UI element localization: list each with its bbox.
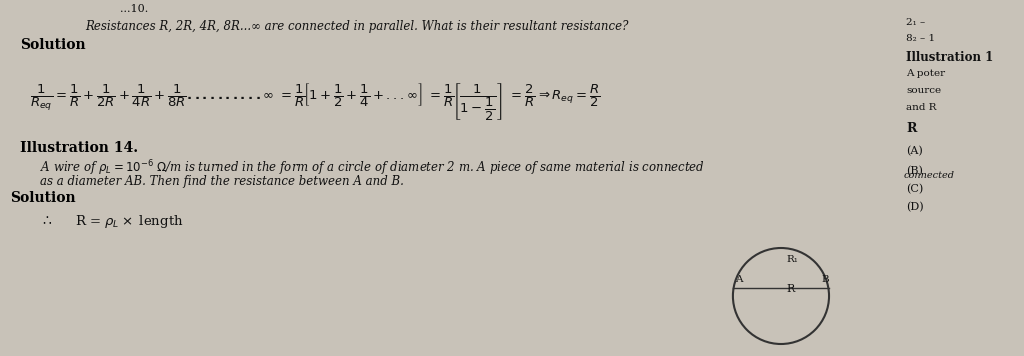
Text: Solution: Solution <box>20 38 86 52</box>
Text: B: B <box>821 275 828 284</box>
Text: 8₂ – 1: 8₂ – 1 <box>906 34 935 43</box>
Text: $\therefore$: $\therefore$ <box>40 213 53 227</box>
Text: R₁: R₁ <box>786 255 798 264</box>
Text: (C): (C) <box>906 184 924 194</box>
Text: R: R <box>906 122 916 135</box>
Text: and R: and R <box>906 103 937 112</box>
Text: source: source <box>906 86 941 95</box>
Text: Solution: Solution <box>10 191 76 205</box>
Text: 2₁ –: 2₁ – <box>906 18 926 27</box>
Text: A wire of $\rho_L = 10^{-6}\ \Omega$/m is turned in the form of a circle of diam: A wire of $\rho_L = 10^{-6}\ \Omega$/m i… <box>40 158 705 178</box>
Text: (B): (B) <box>906 166 923 176</box>
Text: ...10.: ...10. <box>120 4 148 14</box>
Text: R: R <box>786 284 795 294</box>
Text: Illustration 1: Illustration 1 <box>906 51 993 64</box>
Text: Resistances R, 2R, 4R, 8R...∞ are connected in parallel. What is their resultant: Resistances R, 2R, 4R, 8R...∞ are connec… <box>85 20 629 33</box>
Text: Illustration 14.: Illustration 14. <box>20 141 138 155</box>
Text: (D): (D) <box>906 202 924 212</box>
Text: as a diameter AB. Then find the resistance between A and B.: as a diameter AB. Then find the resistan… <box>40 175 403 188</box>
Text: R = $\rho_L \times$ length: R = $\rho_L \times$ length <box>75 213 183 230</box>
Text: connected: connected <box>903 171 954 180</box>
Text: (A): (A) <box>906 146 923 156</box>
Text: A poter: A poter <box>906 69 945 78</box>
Text: $\dfrac{1}{R_{eq}}=\dfrac{1}{R}+\dfrac{1}{2R}+\dfrac{1}{4R}+\dfrac{1}{8R}$$\math: $\dfrac{1}{R_{eq}}=\dfrac{1}{R}+\dfrac{1… <box>30 80 600 121</box>
Text: A: A <box>735 275 742 284</box>
